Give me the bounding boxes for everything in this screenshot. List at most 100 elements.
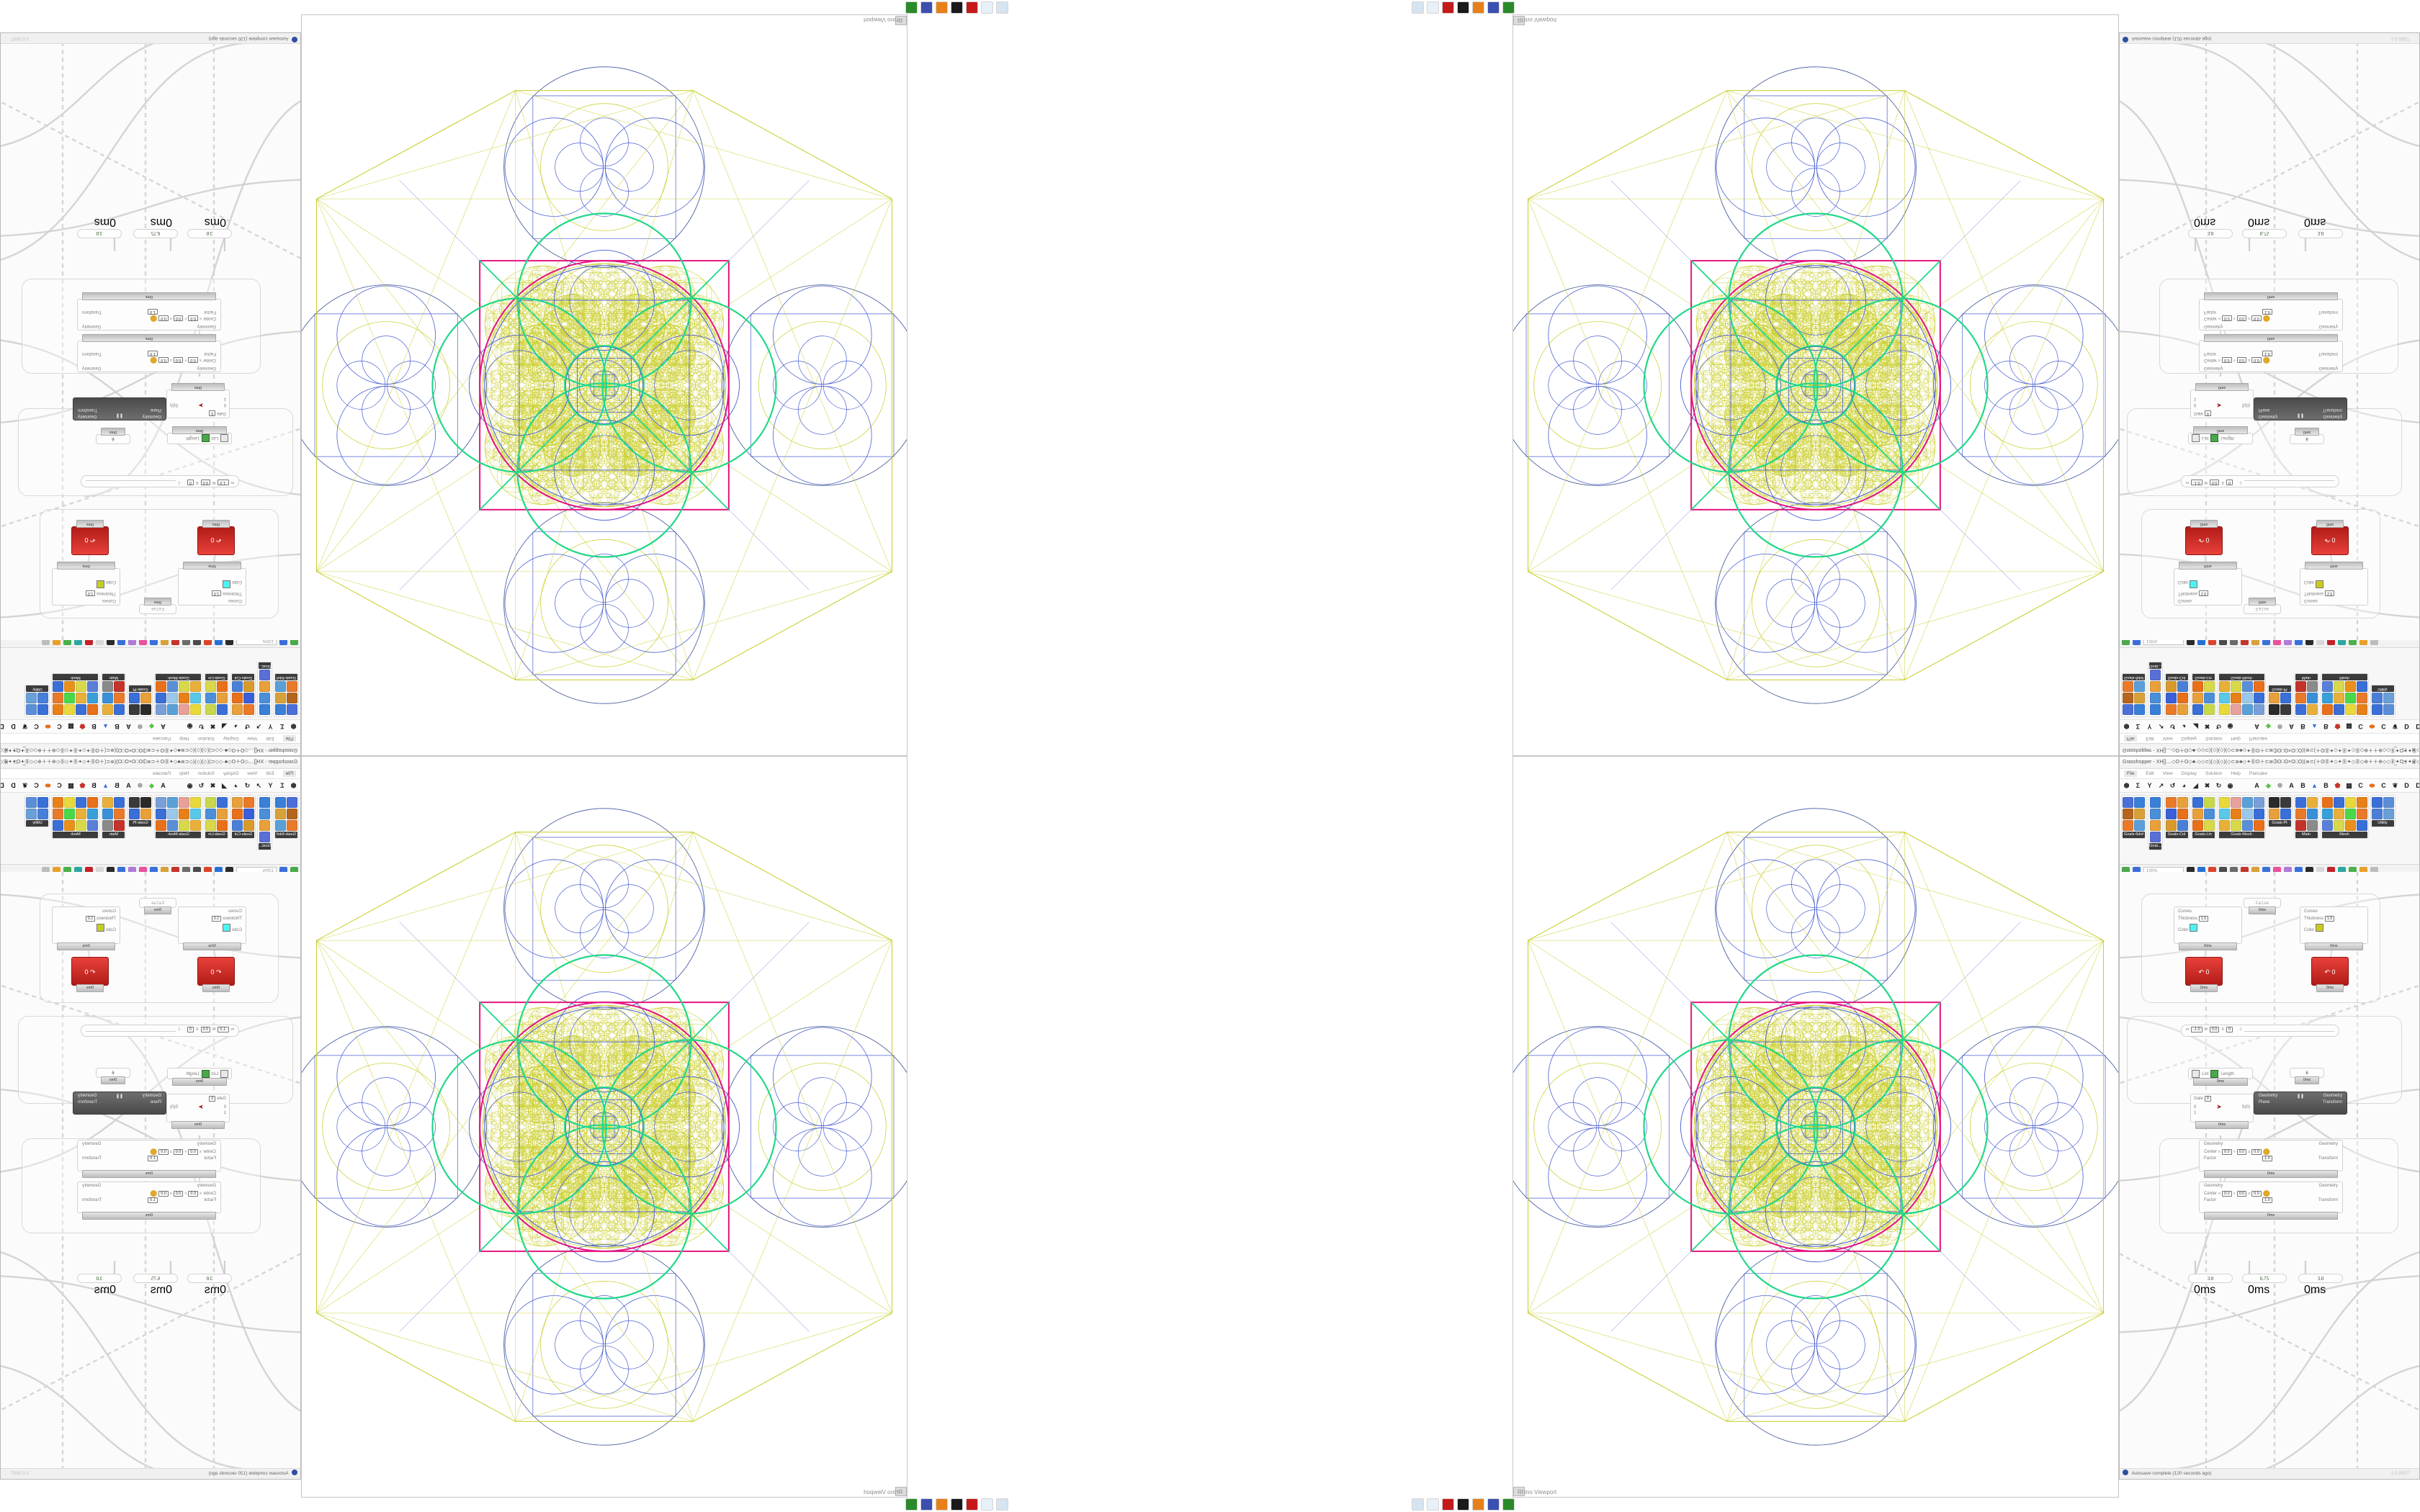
domain-slider-node[interactable]: m -1.0 M 0.0 D 0 -1 bbox=[81, 1025, 239, 1037]
component-icon[interactable] bbox=[2268, 693, 2280, 703]
ribbon-icons[interactable] bbox=[26, 693, 49, 715]
mesh-icon[interactable]: ◢ bbox=[222, 723, 227, 731]
ribbon-icons[interactable] bbox=[2371, 693, 2394, 715]
component-icon[interactable] bbox=[2230, 797, 2241, 808]
component-icon[interactable] bbox=[2203, 681, 2215, 692]
center-x[interactable]: 0.0 bbox=[188, 1190, 198, 1197]
component-icon[interactable] bbox=[2192, 693, 2203, 703]
component-icon[interactable] bbox=[156, 820, 167, 831]
addon-c2-icon[interactable]: C bbox=[34, 781, 39, 789]
component-icon[interactable] bbox=[2356, 693, 2367, 703]
addon-a2-icon[interactable]: A bbox=[2289, 723, 2294, 731]
component-icon[interactable] bbox=[2149, 670, 2161, 680]
ribbon-icons[interactable] bbox=[129, 797, 152, 819]
anemone-loop-node[interactable]: ↶ 0 0ms bbox=[2311, 520, 2349, 555]
component-icon[interactable] bbox=[156, 681, 167, 692]
addon-a2-icon[interactable]: A bbox=[126, 723, 131, 731]
thickness-value[interactable]: 1.0 bbox=[2324, 590, 2335, 596]
ribbon-group-goals-pt[interactable]: Goals-Pt bbox=[127, 795, 153, 827]
color-swatch[interactable] bbox=[222, 924, 230, 932]
component-icon[interactable] bbox=[2177, 809, 2188, 819]
ribbon-icons[interactable] bbox=[26, 797, 49, 819]
component-category-bar[interactable]: ⬢ΣΥ↗↺◕◢✖↻◉A◆☸AB▲B⬟▦C⬬C❦DDEE▓ bbox=[2120, 719, 2419, 733]
component-icon[interactable] bbox=[190, 681, 202, 692]
bird-icon[interactable]: ❦ bbox=[22, 781, 28, 789]
transform-icon[interactable]: ↻ bbox=[198, 781, 205, 789]
cluster-icon[interactable] bbox=[2219, 867, 2227, 875]
component-icon[interactable] bbox=[2123, 820, 2133, 831]
component-icon[interactable] bbox=[2321, 809, 2333, 819]
component-icon[interactable] bbox=[287, 809, 297, 819]
component-icon[interactable] bbox=[243, 681, 255, 692]
center-z[interactable]: 0.0 bbox=[2251, 357, 2262, 364]
component-icon[interactable] bbox=[205, 704, 217, 715]
ribbon-icons[interactable] bbox=[2321, 797, 2367, 831]
menu-item-view[interactable]: View bbox=[2162, 736, 2173, 741]
ribbon-icons[interactable] bbox=[205, 797, 228, 831]
component-icon[interactable] bbox=[167, 681, 179, 692]
rhino-icon[interactable] bbox=[1442, 1, 1454, 14]
menu-bar[interactable]: File Edit View Display Solution Help Pancake bbox=[2120, 733, 2419, 743]
menu-bar[interactable]: File Edit View Display Solution Help Pancake bbox=[2120, 769, 2419, 779]
component-icon[interactable] bbox=[2165, 681, 2177, 692]
component-icon[interactable] bbox=[156, 809, 167, 819]
slider-value[interactable]: 3.0 bbox=[2317, 1276, 2324, 1282]
firefox-icon[interactable] bbox=[1472, 1498, 1484, 1511]
addon-a2-icon[interactable]: A bbox=[2289, 781, 2294, 789]
save-64-icon[interactable] bbox=[1487, 1498, 1500, 1511]
component-icon[interactable] bbox=[190, 809, 202, 819]
component-icon[interactable] bbox=[2165, 797, 2177, 808]
slider-value[interactable]: 6.75 bbox=[151, 1276, 161, 1282]
component-icon[interactable] bbox=[53, 797, 64, 808]
center-y[interactable]: 0.0 bbox=[2236, 1190, 2247, 1197]
boolean-toggle-node[interactable]: False 0ms bbox=[2244, 898, 2281, 914]
grid-icon[interactable]: ▦ bbox=[68, 723, 74, 731]
ribbon-icons[interactable] bbox=[156, 681, 202, 715]
ribbon-group-goals-mesh[interactable]: Goals-Mesh bbox=[2217, 795, 2266, 839]
params-icon[interactable]: ⬢ bbox=[2123, 781, 2130, 789]
ribbon-icons[interactable] bbox=[2149, 670, 2161, 715]
boolean-value[interactable]: False bbox=[2255, 901, 2269, 906]
menu-item-pancake[interactable]: Pancake bbox=[2249, 771, 2268, 776]
surface-icon[interactable]: ◕ bbox=[2182, 781, 2187, 789]
component-icon[interactable] bbox=[76, 681, 87, 692]
component-icon[interactable] bbox=[2192, 820, 2203, 831]
component-icon[interactable] bbox=[53, 820, 64, 831]
ribbon-group-goals-pt[interactable]: Goals-Pt bbox=[2267, 795, 2293, 827]
count-param-node[interactable]: 6 0ms bbox=[2290, 428, 2324, 444]
menu-item-solution[interactable]: Solution bbox=[2205, 736, 2223, 741]
gate-node[interactable]: Gate 0 0 ➤ S(0) 1 0ms bbox=[2190, 383, 2254, 418]
component-icon[interactable] bbox=[64, 797, 76, 808]
component-icon[interactable] bbox=[2371, 797, 2383, 808]
menu-item-view[interactable]: View bbox=[2162, 771, 2173, 776]
select-ellipse-icon[interactable] bbox=[2370, 867, 2378, 875]
viewport-label[interactable]: Rhino Viewport bbox=[1518, 17, 1557, 23]
component-icon[interactable] bbox=[287, 704, 297, 715]
slider-track[interactable] bbox=[86, 480, 176, 485]
addon-d-icon[interactable]: D bbox=[2404, 723, 2409, 731]
ribbon-group-mesh[interactable]: Mesh bbox=[2320, 673, 2369, 717]
thickness-value[interactable]: 1.0 bbox=[211, 916, 222, 922]
menu-bar[interactable]: File Edit View Display Solution Help Pancake bbox=[1, 733, 300, 743]
component-icon[interactable] bbox=[2253, 704, 2264, 715]
number-slider[interactable]: 6.75 bbox=[133, 1274, 178, 1283]
terrain-icon[interactable]: ▲ bbox=[2311, 781, 2318, 789]
rhino-viewport[interactable]: Rhino Viewport bbox=[301, 14, 908, 756]
component-icon[interactable] bbox=[140, 704, 152, 715]
number-slider[interactable]: 6.75 bbox=[2242, 1274, 2287, 1283]
menu-item-display[interactable]: Display bbox=[223, 771, 239, 776]
ribbon-group-mesh[interactable]: Mesh bbox=[51, 795, 100, 839]
maths-icon[interactable]: Σ bbox=[279, 781, 284, 789]
center-x[interactable]: 0.0 bbox=[2222, 315, 2232, 322]
window-controls[interactable]: _ □ ✕ bbox=[2, 747, 26, 752]
component-icon[interactable] bbox=[2149, 820, 2161, 831]
color-swatch[interactable] bbox=[222, 580, 230, 588]
scale-node[interactable]: Geometry Geometry Center X 0.0 Y 0.0 Z 0.0 … bbox=[77, 292, 221, 330]
domain-slider-node[interactable]: m -1.0 M 0.0 D 0 -1 bbox=[2181, 475, 2339, 487]
center-z[interactable]: 0.0 bbox=[2251, 1148, 2262, 1155]
component-icon[interactable] bbox=[2177, 704, 2188, 715]
component-icon[interactable] bbox=[76, 809, 87, 819]
transform-node[interactable]: Geometry ❚❚ Geometry Plane Transform bbox=[73, 397, 166, 420]
component-icon[interactable] bbox=[102, 693, 114, 703]
component-icon[interactable] bbox=[2218, 693, 2230, 703]
